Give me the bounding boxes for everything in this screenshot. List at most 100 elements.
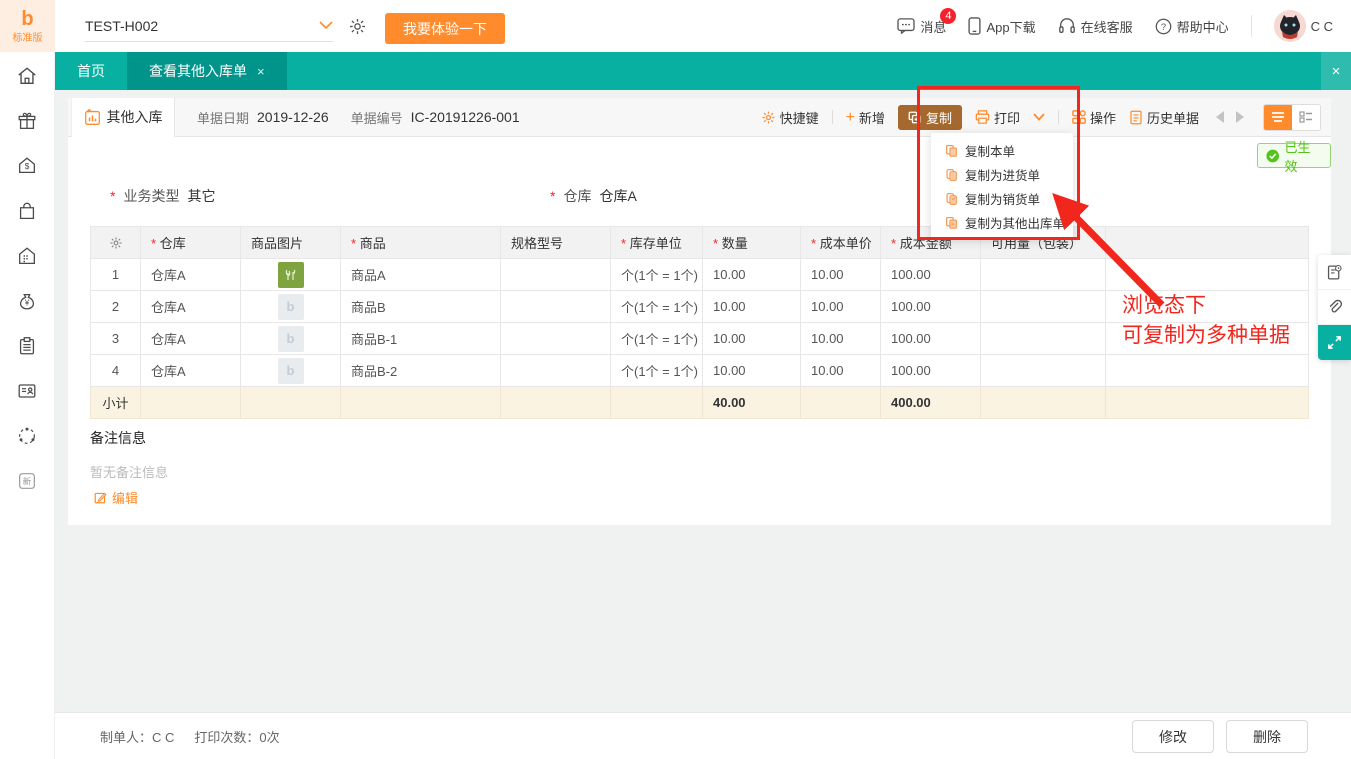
- business-type-label: 业务类型: [123, 188, 180, 204]
- sidebar-item-network[interactable]: [15, 424, 39, 448]
- app-download-button[interactable]: App下载: [968, 17, 1036, 36]
- trial-button[interactable]: 我要体验一下: [385, 13, 505, 44]
- remarks-title: 备注信息: [90, 430, 146, 446]
- table-row[interactable]: 1 仓库A 商品A 个(1个 = 1个) 10.00 10.00 100.00: [90, 258, 1309, 291]
- table-row[interactable]: 2 仓库A b 商品B 个(1个 = 1个) 10.00 10.00 100.00: [90, 290, 1309, 323]
- app-logo[interactable]: b 标准版: [0, 0, 55, 52]
- share-network-icon: [19, 427, 35, 444]
- remarks-empty-text: 暂无备注信息: [90, 465, 169, 480]
- settings-gear-icon[interactable]: [348, 17, 367, 36]
- menu-item-copy-to-sales[interactable]: 复制为销货单: [931, 186, 1073, 210]
- gear-icon: [109, 236, 122, 249]
- warehouse-value: 仓库A: [599, 188, 637, 204]
- modify-button[interactable]: 修改: [1132, 720, 1214, 753]
- header-product-image: 商品图片: [240, 226, 341, 259]
- sidebar-item-sales[interactable]: $: [15, 154, 39, 178]
- header-divider: [1250, 15, 1252, 37]
- chevron-down-icon: [319, 21, 333, 30]
- sidebar-item-promotion[interactable]: [15, 109, 39, 133]
- message-icon: [897, 18, 916, 34]
- online-service-label: 在线客服: [1080, 19, 1133, 35]
- attachment-button[interactable]: [1318, 290, 1351, 325]
- help-center-button[interactable]: ? 帮助中心: [1155, 17, 1229, 36]
- table-row[interactable]: 4 仓库A b 商品B-2 个(1个 = 1个) 10.00 10.00 100.00: [90, 354, 1309, 387]
- sidebar-item-finance[interactable]: ¥: [15, 289, 39, 313]
- warehouse-label: 仓库: [563, 188, 592, 204]
- product-image-placeholder[interactable]: b: [277, 325, 304, 352]
- history-button[interactable]: 历史单据: [1129, 108, 1199, 127]
- menu-item-copy-this[interactable]: 复制本单: [931, 138, 1073, 162]
- header-cost-price: * 成本单价: [800, 226, 881, 259]
- product-image[interactable]: [277, 261, 304, 288]
- copy-doc-icon: [946, 216, 957, 229]
- grid-icon: [1072, 110, 1086, 124]
- money-bag-icon: ¥: [19, 293, 35, 310]
- tab-close-icon[interactable]: ×: [257, 63, 265, 79]
- delete-button[interactable]: 删除: [1226, 720, 1308, 753]
- remarks-edit-link[interactable]: 编辑: [94, 488, 138, 507]
- required-mark: *: [550, 188, 556, 204]
- sidebar-item-home[interactable]: [15, 64, 39, 88]
- prev-doc-button[interactable]: [1216, 111, 1224, 123]
- right-tool-panel: [1318, 255, 1351, 360]
- shortcut-keys-button[interactable]: 快捷键: [761, 108, 819, 127]
- expand-icon: [1328, 336, 1341, 349]
- document-card: 其他入库 单据日期 2019-12-26 单据编号 IC-20191226-00…: [68, 97, 1331, 525]
- new-badge-icon: 新: [19, 473, 35, 489]
- paperclip-icon: [1329, 299, 1342, 313]
- id-card-icon: [18, 384, 36, 398]
- table-row[interactable]: 3 仓库A b 商品B-1 个(1个 = 1个) 10.00 10.00 100.00: [90, 322, 1309, 355]
- svg-text:?: ?: [1160, 21, 1165, 31]
- items-table: * 仓库 商品图片 * 商品 规格型号 * 库存单位 * 数量 * 成本单价 *…: [90, 226, 1309, 419]
- sidebar-item-orders[interactable]: [15, 334, 39, 358]
- sidebar-item-new-feature[interactable]: 新: [15, 469, 39, 493]
- subtotal-amount: 400.00: [880, 386, 981, 419]
- doc-type-label: 其他入库: [106, 109, 163, 125]
- fullscreen-button[interactable]: [1318, 325, 1351, 360]
- sidebar-item-inventory[interactable]: [15, 244, 39, 268]
- next-doc-button[interactable]: [1236, 111, 1244, 123]
- online-service-button[interactable]: 在线客服: [1058, 17, 1133, 36]
- svg-text:新: 新: [23, 476, 32, 487]
- add-button[interactable]: + 新增: [845, 108, 885, 126]
- history-doc-icon: [1130, 110, 1142, 124]
- svg-text:¥: ¥: [25, 299, 30, 308]
- menu-item-copy-to-outbound[interactable]: 复制为其他出库单: [931, 210, 1073, 234]
- tab-view-inbound-order[interactable]: 查看其他入库单 ×: [127, 52, 287, 90]
- header-filler: [1105, 226, 1309, 259]
- print-count-text: 打印次数：0次: [194, 729, 280, 745]
- tab-home[interactable]: 首页: [77, 63, 105, 79]
- copy-dropdown-caret-icon[interactable]: [1033, 113, 1045, 121]
- app-download-label: App下载: [986, 19, 1036, 35]
- document-footer: 制单人：C C 打印次数：0次 修改 删除: [55, 712, 1351, 759]
- doc-type-tab[interactable]: 其他入库: [71, 97, 175, 137]
- actions-button[interactable]: 操作: [1072, 108, 1116, 127]
- header-product: * 商品: [340, 226, 501, 259]
- product-image-placeholder[interactable]: b: [277, 293, 304, 320]
- sidebar-item-purchase[interactable]: [15, 199, 39, 223]
- close-all-tabs-icon[interactable]: ×: [1321, 52, 1351, 90]
- card-view-button[interactable]: [1292, 104, 1320, 130]
- column-settings-header[interactable]: [90, 226, 141, 259]
- sidebar-item-contacts[interactable]: [15, 379, 39, 403]
- copy-button[interactable]: 复制: [897, 104, 962, 130]
- account-name: TEST-H002: [85, 17, 159, 34]
- gift-icon: [18, 112, 36, 129]
- menu-item-copy-to-purchase[interactable]: 复制为进货单: [931, 162, 1073, 186]
- help-icon: ?: [1155, 18, 1171, 34]
- plus-icon: +: [845, 108, 855, 126]
- header-qty: * 数量: [702, 226, 801, 259]
- product-image-placeholder[interactable]: b: [277, 357, 304, 384]
- print-button[interactable]: 打印: [975, 108, 1020, 127]
- clipboard-icon: [19, 337, 35, 355]
- list-view-button[interactable]: [1264, 104, 1292, 130]
- copy-icon: [908, 111, 921, 123]
- messages-button[interactable]: 消息 4: [897, 7, 957, 36]
- doc-log-button[interactable]: [1318, 255, 1351, 290]
- gear-icon: [762, 111, 774, 123]
- account-selector[interactable]: TEST-H002: [85, 10, 333, 42]
- table-header-row: * 仓库 商品图片 * 商品 规格型号 * 库存单位 * 数量 * 成本单价 *…: [90, 226, 1309, 259]
- subtotal-label: 小计: [90, 386, 141, 419]
- user-menu[interactable]: C C: [1273, 10, 1333, 42]
- logo-mark: b: [21, 7, 34, 30]
